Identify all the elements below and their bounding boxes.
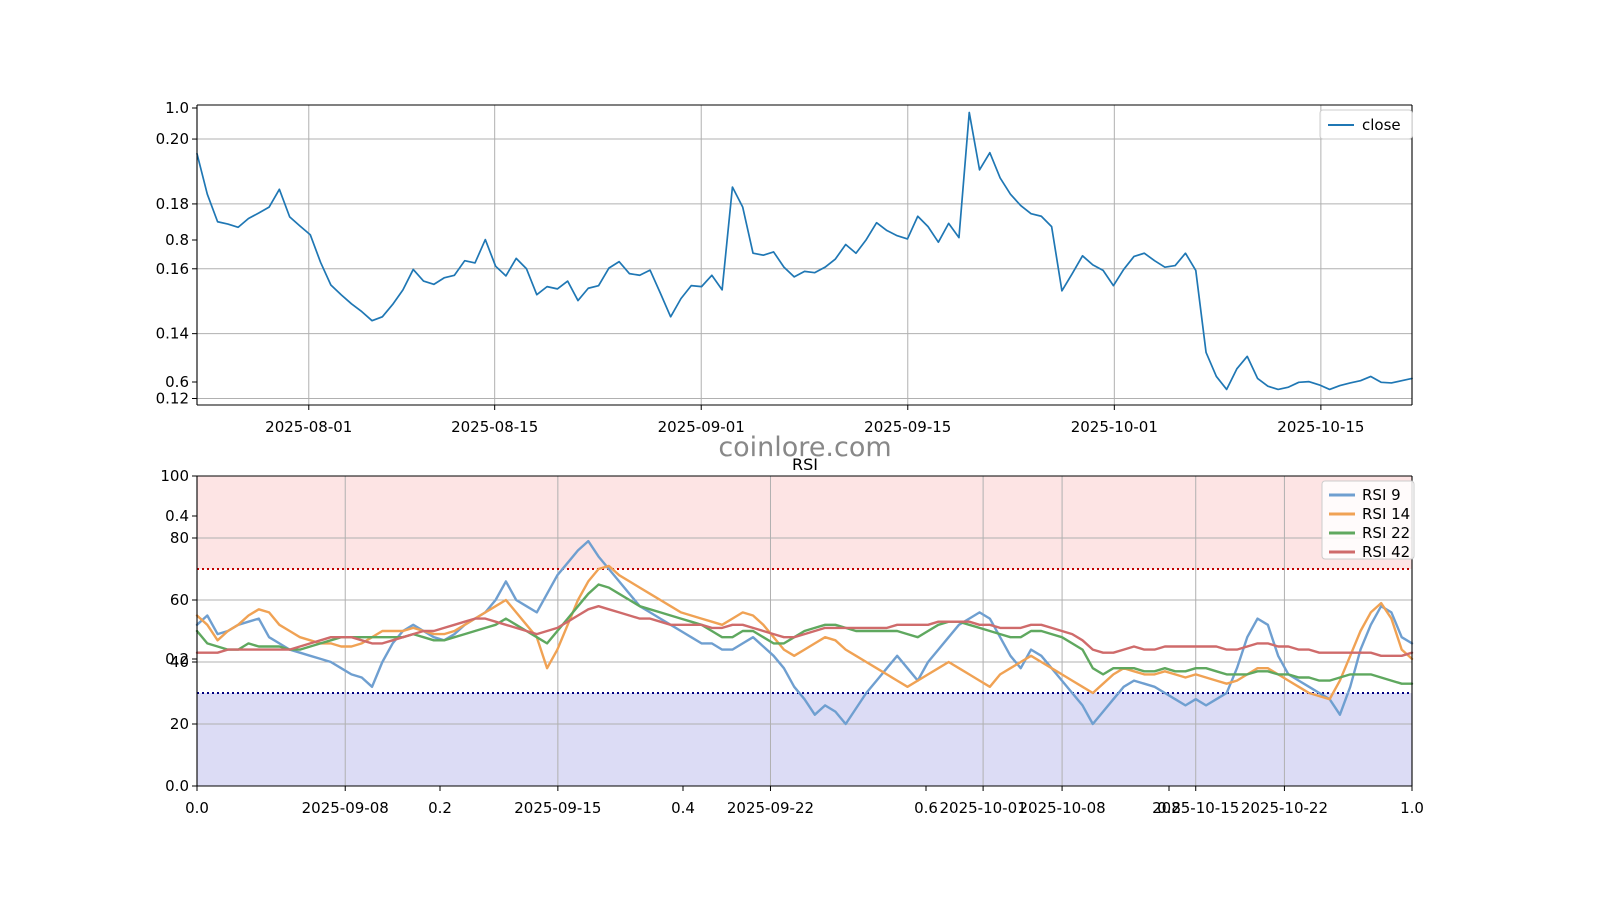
price-y-axis-labels: 0.20 0.18 0.16 0.14 0.12: [156, 130, 197, 408]
price-panel: 0.20 0.18 0.16 0.14 0.12 1.0 0.8 0.6 2025-08-0…: [156, 99, 1413, 436]
price-x-tick-label: 2025-08-15: [451, 418, 538, 436]
price-x-tick-label: 2025-08-01: [265, 418, 352, 436]
rsi-x-axis-labels: 2025-09-08 2025-09-15 2025-09-22 2025-10-01…: [302, 786, 1328, 817]
price-overlay-y-tick-label: 0.6: [165, 373, 189, 391]
rsi-y-tick-label: 20: [170, 715, 189, 733]
oversold-band: [197, 693, 1412, 786]
price-y-tick-label: 0.18: [156, 195, 189, 213]
price-y-tick-label: 0.20: [156, 130, 189, 148]
price-overlay-y-tick-label: 0.8: [165, 231, 189, 249]
rsi-series-rsi-9: [195, 539, 1414, 726]
rsi-series-rsi-14: [195, 564, 1414, 701]
price-legend-label-close: close: [1362, 116, 1401, 134]
price-overlay-y-axis-labels: 1.0 0.8 0.6: [165, 99, 197, 391]
rsi-y-tick-label: 100: [160, 467, 189, 485]
rsi-y-tick-label: 80: [170, 529, 189, 547]
price-x-tick-label: 2025-09-15: [864, 418, 951, 436]
rsi-x-tick-label: 2025-10-22: [1241, 799, 1328, 817]
rsi-overlay-x-tick-label: 0.4: [671, 799, 695, 817]
rsi-x-tick-label: 2025-09-22: [727, 799, 814, 817]
rsi-legend-label-rsi-42: RSI 42: [1362, 543, 1410, 561]
rsi-legend-label-rsi-9: RSI 9: [1362, 486, 1401, 504]
price-plot-background: [197, 105, 1412, 405]
rsi-overlay-x-tick-label: 0.8: [1157, 799, 1181, 817]
rsi-overlay-x-tick-label: 0.6: [914, 799, 938, 817]
rsi-series-rsi-42: [195, 605, 1414, 657]
rsi-overlay-y-tick-label: 0.4: [165, 507, 189, 525]
rsi-y-tick-label: 40: [170, 653, 189, 671]
rsi-overlay-y-tick-label: 0.2: [165, 650, 189, 668]
rsi-y-axis-labels: 100 80 60 40 20 0.0: [160, 467, 197, 795]
rsi-y-tick-label: 60: [170, 591, 189, 609]
price-gridlines: [197, 105, 1412, 405]
rsi-overlay-x-tick-label: 0.2: [428, 799, 452, 817]
rsi-x-tick-label: 2025-10-01: [940, 799, 1027, 817]
price-legend-box: [1319, 109, 1413, 140]
price-legend[interactable]: close: [1319, 109, 1413, 140]
price-x-tick-label: 2025-10-15: [1277, 418, 1364, 436]
price-series-close: [196, 111, 1413, 391]
price-overlay-y-tick-label: 1.0: [165, 99, 189, 117]
price-x-tick-label: 2025-09-01: [658, 418, 745, 436]
rsi-legend-label-rsi-14: RSI 14: [1362, 505, 1410, 523]
rsi-x-tick-label: 2025-10-08: [1018, 799, 1105, 817]
rsi-series-group: [195, 539, 1414, 726]
rsi-axes-frame: [196, 475, 1413, 787]
rsi-x-tick-label: 2025-09-15: [514, 799, 601, 817]
rsi-overlay-x-tick-label: 1.0: [1400, 799, 1424, 817]
rsi-y-tick-label-zero: 0.0: [165, 777, 189, 795]
price-x-tick-label: 2025-10-01: [1071, 418, 1158, 436]
rsi-overlay-y-axis-labels: 0.4 0.2: [165, 507, 197, 668]
rsi-gridlines: [197, 476, 1412, 786]
rsi-x-tick-label: 2025-09-08: [302, 799, 389, 817]
price-y-tick-label: 0.16: [156, 260, 189, 278]
price-series-group: [196, 111, 1413, 391]
rsi-overlay-x-axis-labels: 0.0 0.2 0.4 0.6 0.8 1.0: [185, 786, 1424, 817]
watermark-text: coinlore.com: [718, 432, 891, 463]
rsi-x-tick-label: 2025-10-15: [1152, 799, 1239, 817]
price-axes-frame: [196, 104, 1413, 406]
price-y-tick-label: 0.12: [156, 390, 189, 408]
price-y-tick-label: 0.14: [156, 325, 189, 343]
rsi-legend-label-rsi-22: RSI 22: [1362, 524, 1410, 542]
rsi-panel-title: RSI: [792, 455, 818, 474]
rsi-overlay-x-tick-label: 0.0: [185, 799, 209, 817]
price-x-axis-labels: 2025-08-01 2025-08-15 2025-09-01 2025-09-15…: [265, 405, 1364, 436]
overbought-band: [197, 476, 1412, 569]
rsi-legend-box: [1321, 480, 1415, 560]
